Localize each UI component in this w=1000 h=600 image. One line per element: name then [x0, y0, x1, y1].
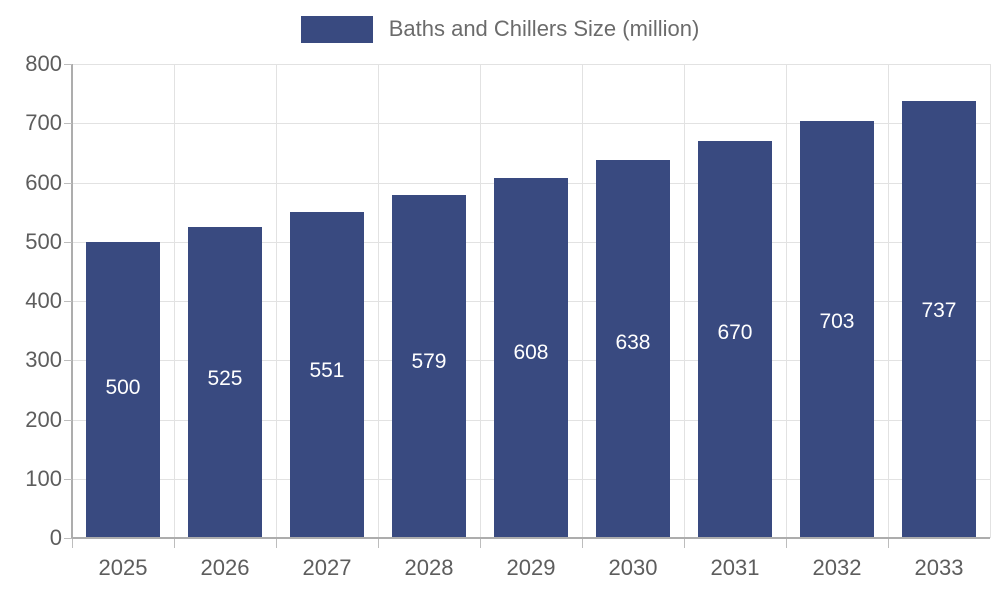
bar-value-label: 608 [513, 340, 549, 364]
bar-value-label: 579 [411, 350, 447, 374]
bar[interactable]: 551 [289, 211, 365, 538]
gridline-vertical [786, 64, 787, 538]
bar[interactable]: 579 [391, 194, 467, 538]
bar[interactable]: 638 [595, 160, 671, 538]
x-axis-tick-label: 2033 [914, 555, 964, 580]
bar[interactable]: 500 [85, 241, 161, 538]
x-axis-tick-mark [174, 539, 175, 548]
x-axis-tick-mark [276, 539, 277, 548]
y-axis-ticks: 0 100 200 300 400 500 600 700 800 [0, 0, 72, 600]
bar-value-label: 670 [717, 320, 753, 344]
x-axis-tick-mark [378, 539, 379, 548]
bar[interactable]: 703 [799, 121, 875, 538]
gridline-vertical [174, 64, 175, 538]
bar[interactable]: 608 [493, 177, 569, 538]
gridline-horizontal [72, 123, 990, 125]
y-axis-tick-mark [64, 538, 72, 539]
gridline-vertical [990, 64, 991, 538]
y-axis-tick-label: 400 [25, 288, 62, 313]
y-axis-tick-mark [64, 479, 72, 480]
y-axis-tick-label: 500 [25, 228, 62, 254]
chart-legend: Baths and Chillers Size (million) [0, 12, 1000, 46]
bar-value-label: 703 [819, 310, 855, 333]
gridline-vertical [684, 64, 685, 538]
y-axis-tick-label: 800 [25, 51, 62, 76]
x-axis-tick-label: 2031 [710, 555, 760, 580]
y-axis-tick-label: 300 [25, 347, 62, 373]
x-axis-tick-label: 2028 [404, 555, 454, 580]
x-axis-tick-label: 2025 [98, 555, 148, 580]
gridline-vertical [378, 64, 379, 538]
bar[interactable]: 737 [901, 101, 977, 538]
x-axis-tick-label: 2029 [506, 555, 556, 580]
bar[interactable]: 525 [187, 226, 263, 538]
y-axis-tick-label: 0 [49, 525, 62, 550]
x-axis-tick-label: 2026 [200, 555, 250, 580]
bar-value-label: 500 [105, 375, 141, 399]
x-axis-line [72, 537, 990, 539]
y-axis-tick-mark [64, 183, 72, 184]
y-axis-tick-mark [64, 420, 72, 421]
y-axis-tick-label: 200 [25, 406, 62, 432]
x-axis-tick-mark [72, 539, 73, 548]
y-axis-tick-mark [64, 64, 72, 65]
y-axis-line [71, 64, 73, 539]
gridline-vertical [276, 64, 277, 538]
x-axis-tick-label: 2030 [608, 555, 658, 580]
y-axis-tick-label: 600 [25, 169, 62, 195]
x-axis-tick-mark [684, 539, 685, 548]
x-axis-tick-mark [888, 539, 889, 548]
x-axis-tick-mark [786, 539, 787, 548]
y-axis-tick-mark [64, 123, 72, 124]
gridline-vertical [480, 64, 481, 538]
x-axis-tick-mark [480, 539, 481, 548]
y-axis-tick-label: 700 [25, 110, 62, 136]
legend-color-swatch [300, 15, 373, 43]
y-axis-tick-mark [64, 301, 72, 302]
plot-area: 500 525 551 579 608 638 670 703 737 [72, 64, 991, 539]
y-axis-tick-mark [64, 242, 72, 243]
legend-label: Baths and Chillers Size (million) [388, 16, 700, 41]
bar[interactable]: 670 [697, 141, 773, 538]
gridline-vertical [582, 64, 583, 538]
y-axis-tick-label: 100 [25, 465, 62, 491]
bar-value-label: 737 [921, 299, 957, 322]
x-axis-tick-label: 2032 [812, 555, 862, 580]
bar-value-label: 638 [615, 330, 651, 354]
bar-value-label: 525 [207, 367, 243, 391]
gridline-horizontal [72, 64, 990, 65]
x-axis-tick-label: 2027 [302, 555, 352, 580]
bar-value-label: 551 [309, 359, 345, 383]
gridline-vertical [888, 64, 889, 538]
x-axis-tick-mark [582, 539, 583, 548]
y-axis-tick-mark [64, 360, 72, 361]
